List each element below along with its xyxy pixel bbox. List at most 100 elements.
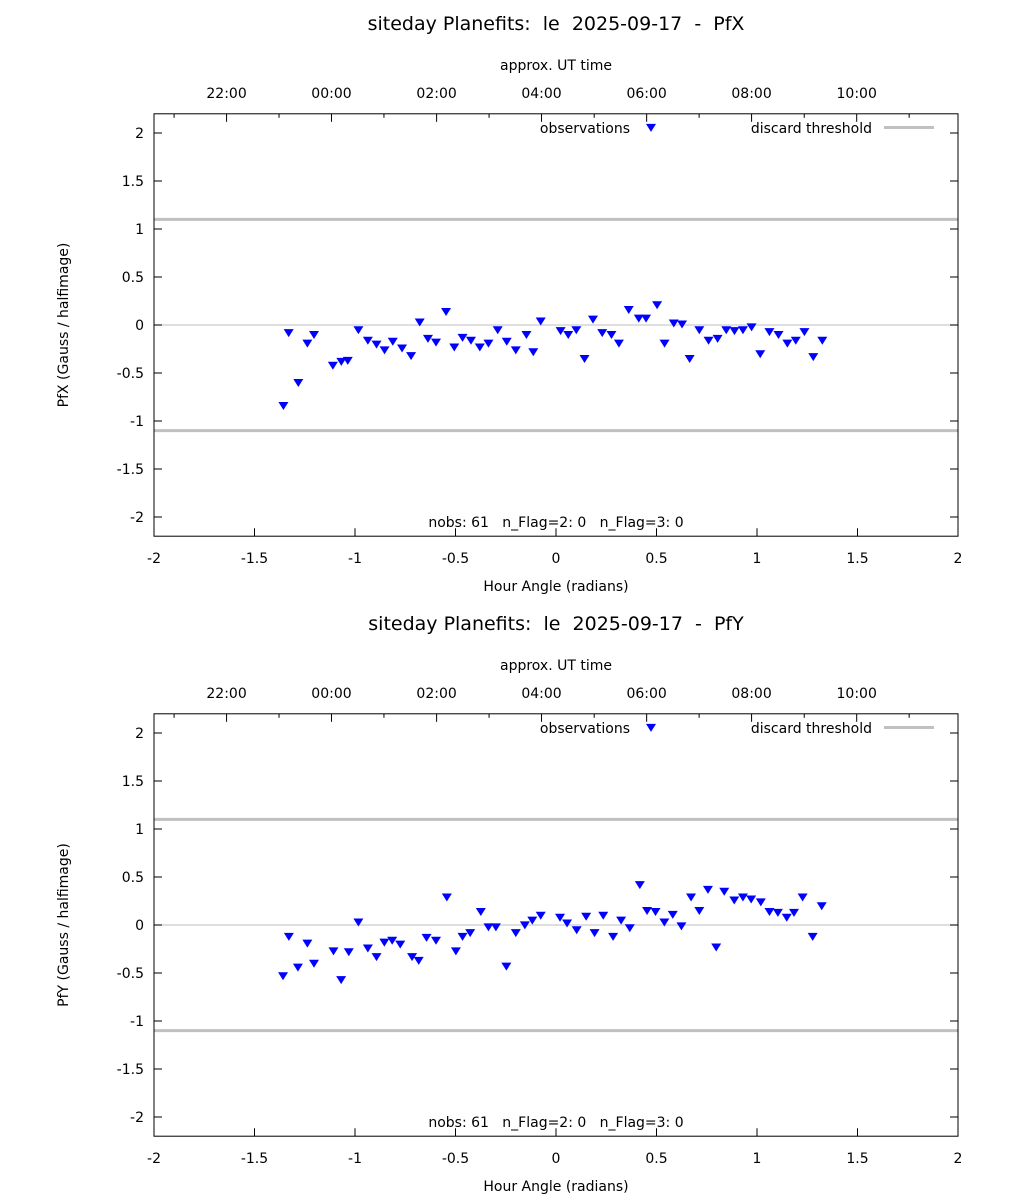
ut-tick-label: 02:00	[416, 686, 456, 702]
observations-legend-marker-icon	[646, 123, 656, 132]
y-tick-label: -2	[130, 510, 144, 526]
observation-point	[555, 327, 566, 336]
plot-layer: -2 -1.5 -1 -0.5 0 0.5 1 1.5 2 -2 -1.5 -1 -0.5 0 0.5 1 1.…	[117, 686, 963, 1167]
observation-point	[755, 898, 766, 907]
observation-point	[782, 339, 793, 348]
x-tick-label: -2	[147, 551, 161, 567]
observation-point	[362, 336, 373, 345]
observation-point	[395, 940, 406, 949]
observation-point	[474, 343, 485, 352]
observation-point	[413, 956, 424, 965]
ut-tick-label: 10:00	[837, 686, 877, 702]
observation-point	[501, 962, 512, 971]
observation-point	[353, 918, 364, 927]
x-tick-label: -1	[348, 551, 362, 567]
y-tick-label: 0.5	[122, 870, 144, 886]
y-tick-label: 1	[135, 822, 144, 838]
ut-tick-label: 22:00	[206, 686, 246, 702]
observation-point	[292, 963, 303, 972]
observation-point	[302, 939, 313, 948]
observation-point	[694, 326, 705, 335]
observation-point	[441, 893, 452, 902]
y-tick-label: 0	[135, 318, 144, 334]
observation-point	[807, 932, 818, 941]
observation-point	[562, 919, 573, 928]
observation-point	[642, 907, 653, 915]
observation-point	[623, 306, 634, 315]
observation-point	[797, 893, 808, 902]
ut-tick-label: 08:00	[731, 686, 771, 702]
observation-point	[327, 361, 338, 370]
observation-point	[362, 944, 373, 953]
observation-point	[457, 932, 468, 941]
observation-point	[528, 348, 539, 357]
observation-point	[483, 923, 494, 932]
observation-point	[788, 908, 799, 917]
observation-point	[492, 326, 503, 335]
observation-point	[606, 331, 617, 339]
observation-point	[283, 932, 294, 941]
observation-point	[659, 918, 670, 927]
x-tick-label: 0	[552, 551, 561, 567]
x-tick-label: 0.5	[645, 1151, 667, 1167]
y-tick-label: -1.5	[117, 462, 144, 478]
observation-point	[712, 334, 723, 343]
observation-point	[755, 350, 766, 359]
observation-point	[406, 352, 417, 361]
observation-point	[597, 329, 608, 338]
observation-point	[772, 908, 783, 917]
x-tick-label: -1	[348, 1151, 362, 1167]
x-tick-label: 1.5	[846, 551, 868, 567]
y-tick-label: 2	[135, 126, 144, 142]
ut-tick-label: 00:00	[311, 686, 351, 702]
ut-tick-label: 08:00	[731, 86, 771, 102]
y-tick-label: -1	[130, 1014, 144, 1030]
x-tick-label: 2	[954, 551, 963, 567]
observation-point	[475, 907, 486, 916]
observation-point	[737, 893, 748, 902]
observation-point	[407, 953, 418, 962]
observation-point	[379, 346, 390, 355]
observation-point	[510, 929, 521, 938]
x-tick-label: -0.5	[442, 551, 469, 567]
observation-point	[808, 353, 819, 362]
observation-point	[308, 331, 319, 339]
chart-title: siteday Planefits: le 2025-09-17 - PfX	[368, 13, 745, 35]
observation-point	[371, 953, 382, 962]
y-tick-label: 1	[135, 222, 144, 238]
observation-point	[302, 339, 313, 348]
legend-observations-label: observations	[540, 121, 630, 137]
y-tick-label: -1	[130, 414, 144, 430]
observation-point	[465, 336, 476, 345]
observation-point	[510, 346, 521, 355]
x-tick-label: -2	[147, 1151, 161, 1167]
observation-point	[387, 936, 398, 945]
observation-point	[781, 913, 792, 922]
y-tick-label: -0.5	[117, 966, 144, 982]
observation-point	[441, 307, 452, 316]
observation-point	[336, 357, 347, 366]
observation-point	[746, 323, 757, 332]
observation-point	[501, 337, 512, 346]
observation-point	[634, 881, 645, 890]
observation-point	[816, 902, 827, 911]
observation-point	[694, 907, 705, 915]
observation-point	[721, 326, 732, 335]
ut-tick-label: 10:00	[837, 86, 877, 102]
stats-annotation: nobs: 61 n_Flag=2: 0 n_Flag=3: 0	[428, 515, 683, 531]
observations-legend-marker-icon	[646, 723, 656, 732]
y-axis-label: PfX (Gauss / halfimage)	[56, 243, 72, 408]
plot-layer: -2 -1.5 -1 -0.5 0 0.5 1 1.5 2 -2 -1.5 -1 -0.5 0 0.5 1 1.…	[117, 86, 963, 567]
observation-point	[703, 336, 714, 345]
observations-series	[278, 301, 828, 411]
observation-point	[641, 314, 652, 323]
chart-title: siteday Planefits: le 2025-09-17 - PfY	[368, 613, 744, 635]
chart-pfx: siteday Planefits: le 2025-09-17 - PfX a…	[56, 13, 962, 595]
observation-point	[684, 355, 695, 363]
observation-point	[519, 921, 530, 930]
observation-point	[387, 337, 398, 346]
observation-point	[457, 333, 468, 342]
observation-point	[719, 887, 730, 896]
